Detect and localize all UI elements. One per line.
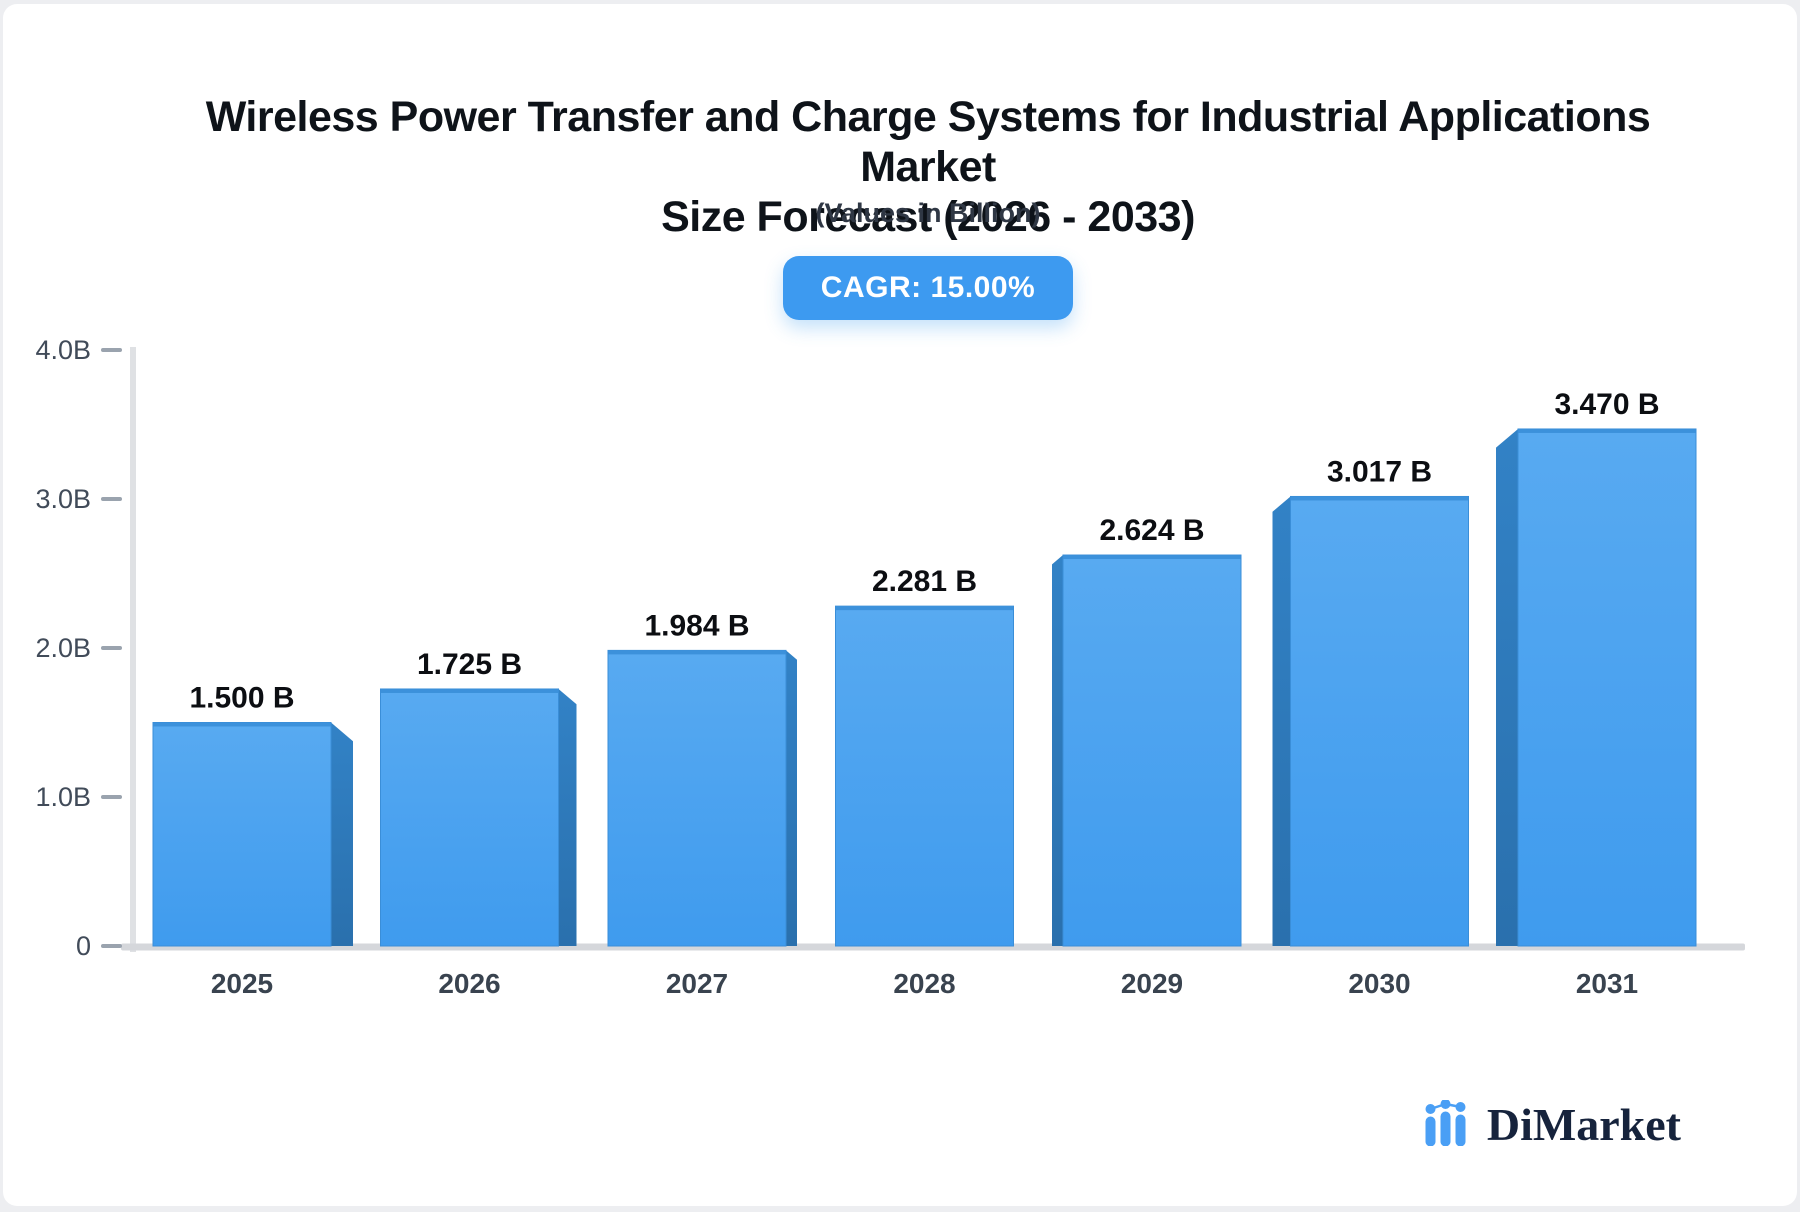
bar-2026[interactable] [380, 688, 559, 947]
bar-value-label: 1.500 B [189, 682, 294, 715]
x-axis-label: 2029 [1121, 968, 1183, 999]
bars-layer [152, 428, 1697, 947]
bar-top-edge [1063, 555, 1241, 560]
bar-chart-trend-icon [1425, 1100, 1466, 1146]
bar-side-face [786, 650, 797, 946]
page-title-line2: Size Forecast (2026 - 2033) [661, 193, 1195, 241]
chart-subtitle: (Values in Billion) [815, 198, 1041, 228]
bar-chart-canvas: 0 1.0B 2.0B 3.0B 4.0B 1.500 B 2025 1.725 B 2026… [35, 335, 1745, 999]
bar-side-face [558, 688, 577, 946]
bar-2027[interactable] [607, 649, 787, 947]
chart-card: Wireless Power Transfer and Charge Syste… [3, 4, 1797, 1206]
x-axis-label: 2031 [1576, 968, 1638, 999]
x-axis-label: 2028 [893, 968, 955, 999]
bar-value-label: 3.470 B [1554, 388, 1659, 421]
x-axis-label: 2026 [438, 968, 500, 999]
y-axis-tick-label: 3.0B [35, 484, 91, 514]
bar-2030[interactable] [1290, 495, 1469, 947]
bar-top-edge [381, 689, 558, 693]
x-axis-label: 2030 [1348, 968, 1410, 999]
brand-logo: DiMarket [1425, 1099, 1681, 1150]
bar-value-label: 2.624 B [1099, 514, 1204, 547]
cagr-badge-row: CAGR: 15.00% [133, 256, 1723, 320]
bar-side-face [1052, 555, 1063, 946]
bar-value-label: 2.281 B [872, 565, 977, 598]
cagr-badge: CAGR: 15.00% [782, 256, 1074, 320]
bar-top-edge [1518, 429, 1696, 433]
bar-side-face [1272, 496, 1291, 946]
x-axis-label: 2025 [211, 968, 273, 999]
bar-top-edge [153, 723, 331, 727]
y-axis-tick-label: 4.0B [35, 335, 91, 365]
bar-side-face [331, 722, 353, 946]
bar-value-label: 1.725 B [417, 648, 522, 681]
x-axis-label: 2027 [666, 968, 728, 999]
bar-side-face [1496, 428, 1518, 947]
bar-2028[interactable] [835, 605, 1014, 947]
bar-2029[interactable] [1062, 554, 1242, 947]
page-title-line1: Wireless Power Transfer and Charge Syste… [205, 93, 1651, 191]
bar-value-label: 3.017 B [1327, 455, 1432, 488]
brand-logo-text: DiMarket [1486, 1099, 1681, 1150]
bar-top-edge [1291, 496, 1468, 501]
bar-top-edge [608, 650, 786, 655]
bar-value-label: 1.984 B [644, 609, 749, 642]
bar-top-edge [836, 606, 1013, 611]
y-axis-line [130, 347, 136, 952]
bar-2025[interactable] [152, 722, 332, 947]
page-title: Wireless Power Transfer and Charge Syste… [133, 92, 1723, 242]
y-axis-tick-label: 2.0B [35, 633, 91, 663]
y-axis-tick-label: 1.0B [35, 782, 91, 812]
bar-2031[interactable] [1517, 428, 1697, 947]
labels-layer: 1.500 B 2025 1.725 B 2026 1.984 B 2027 2.281 B… [189, 388, 1659, 999]
y-axis-tick-label: 0 [76, 931, 91, 961]
